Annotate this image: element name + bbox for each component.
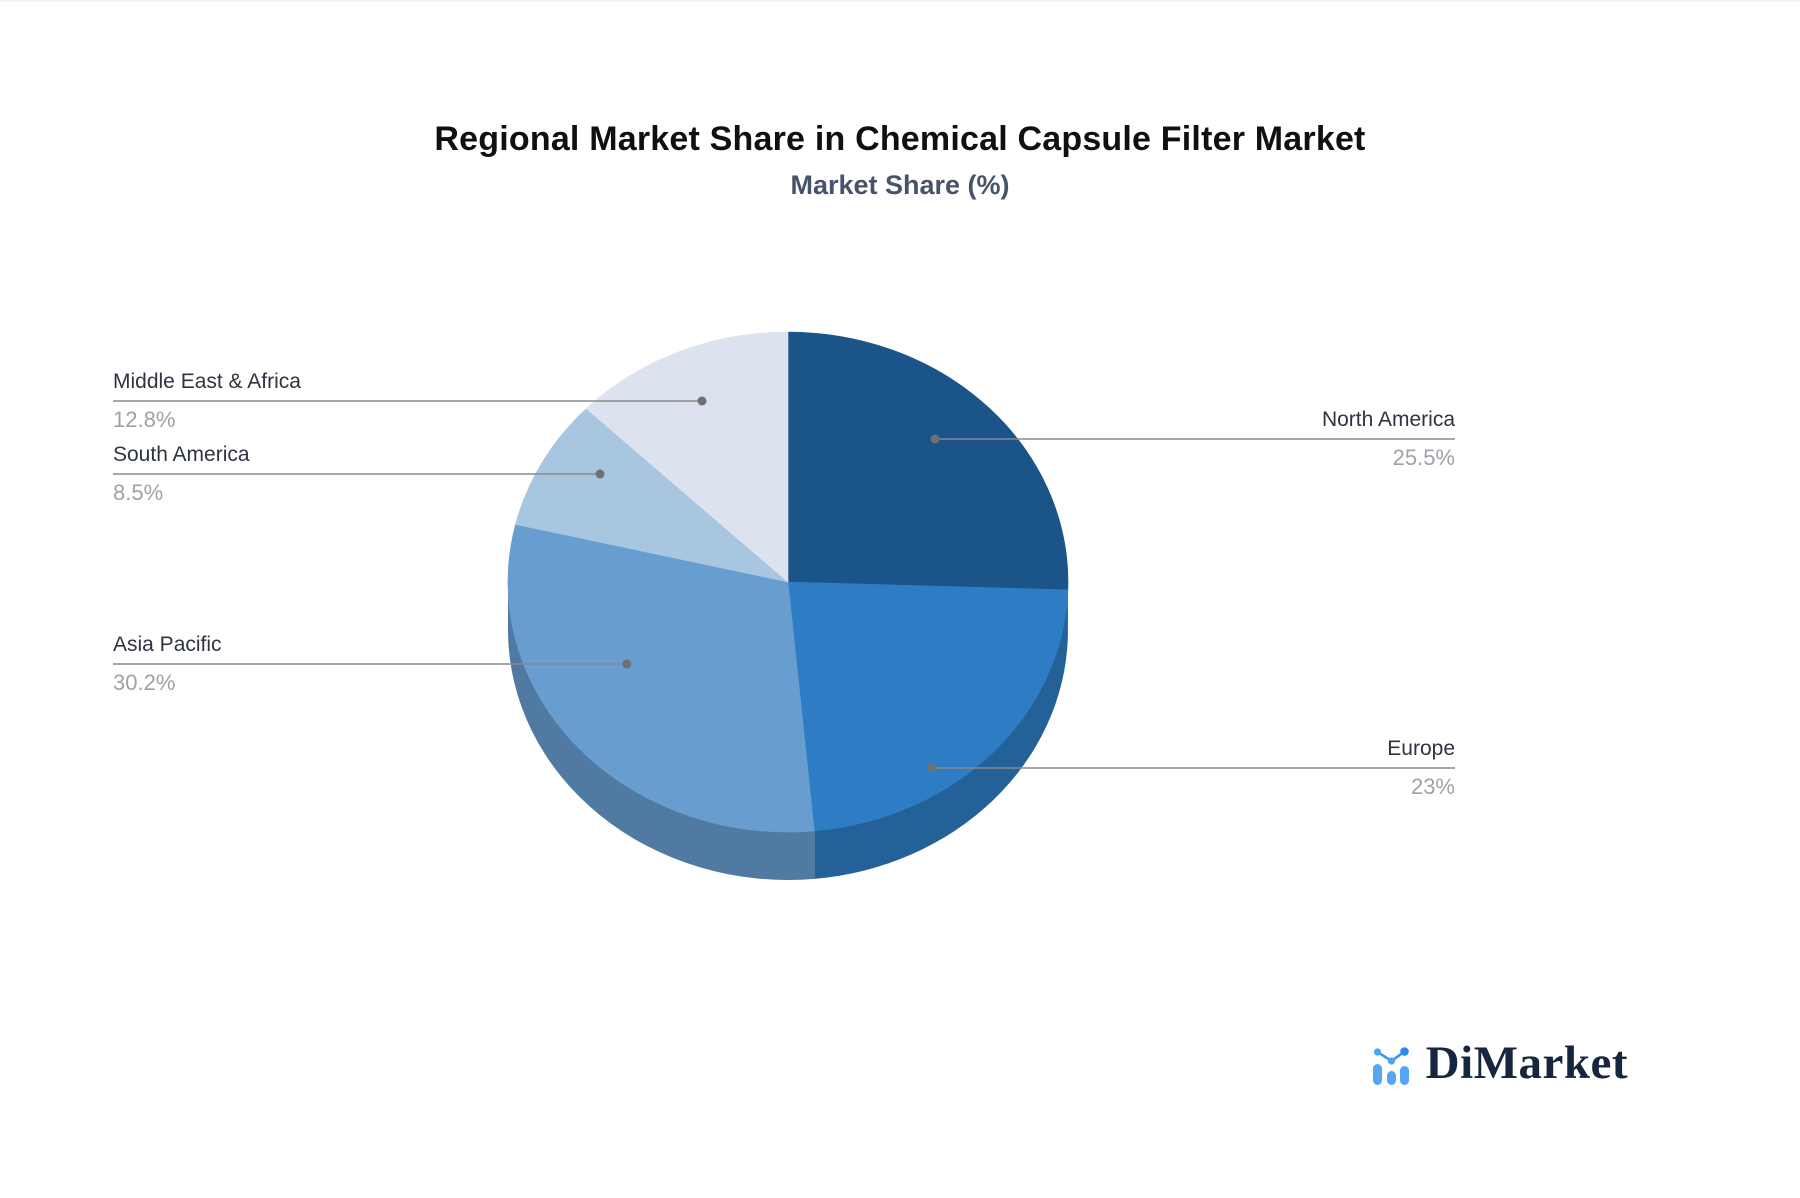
slice-label-europe: Europe <box>1387 737 1455 761</box>
slice-value-asia-pacific: 30.2% <box>113 671 175 695</box>
pie-slice-north-america[interactable] <box>788 332 1068 590</box>
slice-value-middle-east-africa: 12.8% <box>113 408 175 432</box>
anchor-dot-asia-pacific <box>623 660 632 669</box>
slice-label-south-america: South America <box>113 443 250 467</box>
bar-line-chart-icon <box>1371 1040 1413 1087</box>
anchor-dot-middle-east-africa <box>698 397 707 406</box>
dimarket-logo-text: DiMarket <box>1426 1040 1628 1087</box>
pie-slice-europe[interactable] <box>788 582 1068 831</box>
anchor-dot-europe <box>928 764 937 773</box>
slice-value-north-america: 25.5% <box>1393 446 1455 470</box>
slice-label-middle-east-africa: Middle East & Africa <box>113 370 301 394</box>
dimarket-logo: DiMarket <box>1371 1040 1628 1087</box>
slice-value-europe: 23% <box>1411 775 1455 799</box>
slice-value-south-america: 8.5% <box>113 481 163 505</box>
anchor-dot-south-america <box>596 470 605 479</box>
anchor-dot-north-america <box>931 435 940 444</box>
slice-label-asia-pacific: Asia Pacific <box>113 633 222 657</box>
slice-label-north-america: North America <box>1322 408 1455 432</box>
